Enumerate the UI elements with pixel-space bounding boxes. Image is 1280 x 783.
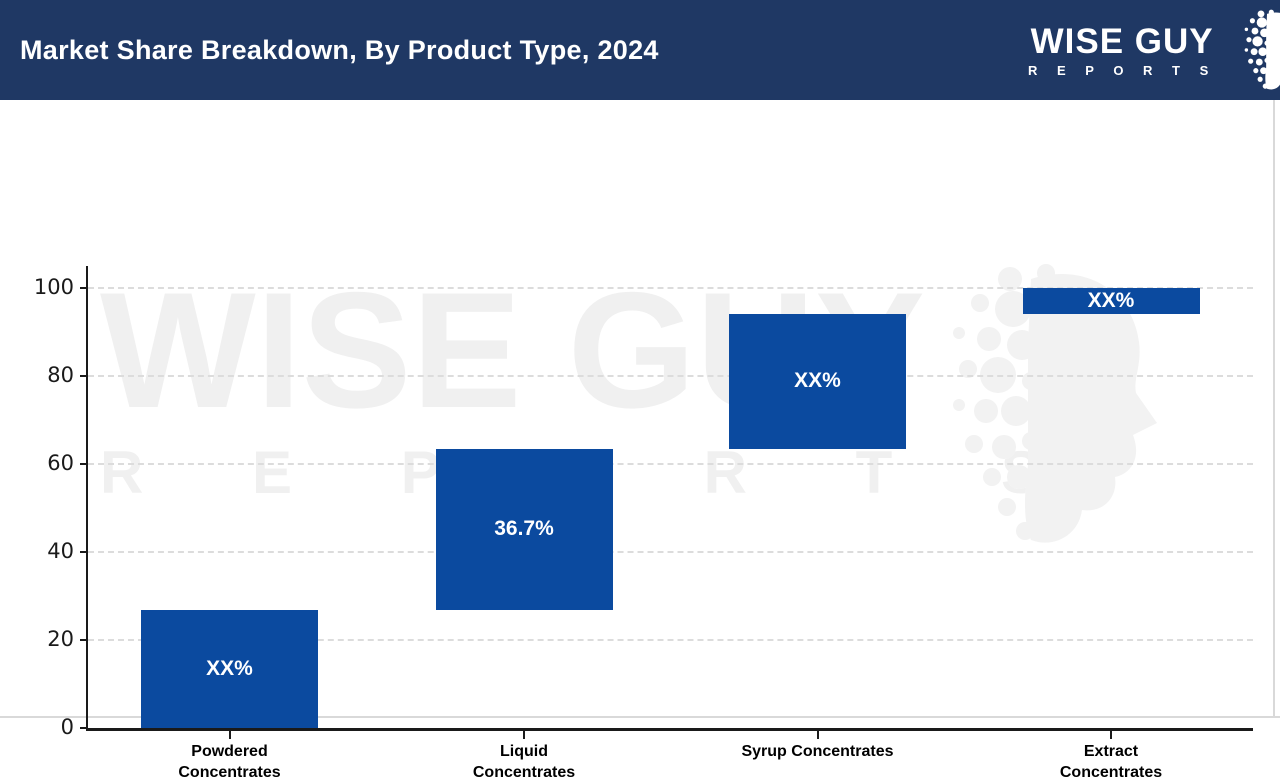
y-axis-tick bbox=[80, 463, 88, 465]
bar-2: 36.7% bbox=[435, 448, 613, 611]
bar-value-label: 36.7% bbox=[494, 517, 554, 541]
bar-value-label: XX% bbox=[206, 657, 253, 681]
y-tick-label: 80 bbox=[47, 363, 74, 387]
y-tick-label: 0 bbox=[60, 715, 74, 739]
x-axis-line bbox=[86, 728, 1253, 731]
x-category-label: Extract Concentrates bbox=[961, 741, 1261, 783]
x-axis-tick bbox=[523, 731, 525, 739]
bar-3: XX% bbox=[729, 313, 906, 449]
wise-guy-head-icon bbox=[1244, 9, 1280, 90]
y-axis-line bbox=[86, 266, 88, 728]
bottom-frame-line bbox=[0, 716, 1280, 718]
gridline bbox=[88, 463, 1253, 465]
y-axis-tick bbox=[80, 375, 88, 377]
brand-logo-text: WISE GUY R E P O R T S bbox=[1028, 21, 1217, 78]
y-tick-label: 100 bbox=[33, 275, 74, 299]
page-title: Market Share Breakdown, By Product Type,… bbox=[20, 34, 659, 65]
x-category-label: Liquid Concentrates bbox=[374, 741, 674, 783]
gridline bbox=[88, 551, 1253, 553]
right-frame-line bbox=[1273, 100, 1275, 718]
brand-name: WISE GUY bbox=[1030, 21, 1214, 61]
x-category-label-line: Syrup Concentrates bbox=[741, 743, 894, 760]
y-axis-tick bbox=[80, 551, 88, 553]
brand-logo: WISE GUY R E P O R T S bbox=[1028, 4, 1280, 96]
x-axis-tick bbox=[228, 731, 231, 739]
y-axis-tick bbox=[80, 639, 88, 641]
x-category-label-line: Liquid bbox=[500, 743, 548, 760]
x-axis-tick bbox=[816, 731, 819, 739]
bar-value-label: XX% bbox=[1087, 288, 1135, 312]
bar-1: XX% bbox=[141, 610, 318, 728]
brand-subtitle: R E P O R T S bbox=[1028, 62, 1217, 78]
x-axis-tick bbox=[1110, 731, 1112, 739]
x-category-label-line: Concentrates bbox=[1059, 764, 1163, 781]
gridline bbox=[88, 375, 1253, 377]
x-category-label-line: Extract bbox=[1083, 743, 1139, 760]
chart-plot-area: WISE GUY R E P O R T S 020406080100XX%Po… bbox=[0, 100, 1280, 781]
y-axis-tick bbox=[80, 287, 88, 289]
header-bar: Market Share Breakdown, By Product Type,… bbox=[0, 0, 1280, 100]
x-category-label-line: Concentrates bbox=[178, 764, 281, 781]
bar-value-label: XX% bbox=[794, 369, 841, 393]
y-tick-label: 20 bbox=[47, 627, 74, 651]
x-category-label: Syrup Concentrates bbox=[668, 741, 968, 762]
gridline bbox=[88, 639, 1253, 641]
watermark-head-icon bbox=[953, 264, 1157, 543]
x-category-label-line: Concentrates bbox=[472, 764, 576, 781]
gridline bbox=[88, 287, 1253, 289]
y-tick-label: 40 bbox=[47, 539, 74, 563]
bar-4: XX% bbox=[1022, 288, 1200, 314]
x-category-label-line: Powdered bbox=[191, 743, 268, 760]
x-category-label: Powdered Concentrates bbox=[80, 741, 380, 783]
y-tick-label: 60 bbox=[47, 451, 74, 475]
